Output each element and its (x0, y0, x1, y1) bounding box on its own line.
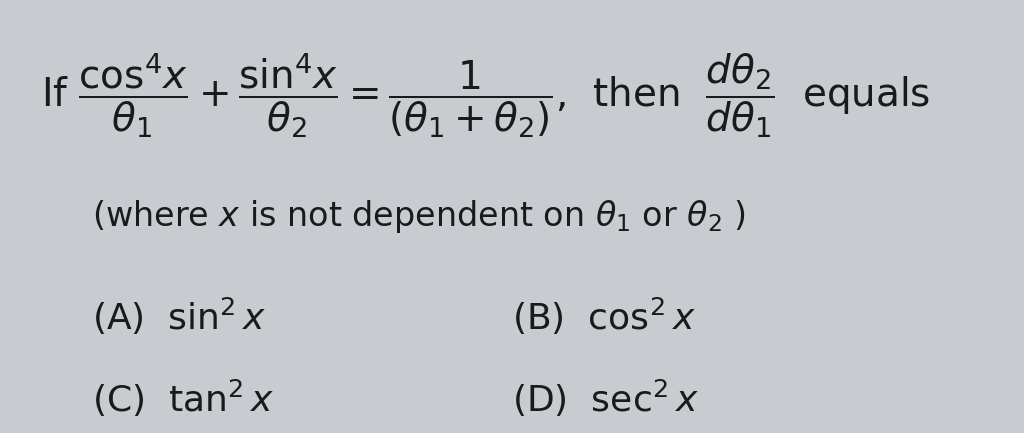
Text: (B)  $\cos^2 x$: (B) $\cos^2 x$ (512, 295, 695, 337)
Text: (C)  $\tan^2 x$: (C) $\tan^2 x$ (92, 378, 274, 419)
Text: (where $x$ is not dependent on $\theta_1$ or $\theta_2$ ): (where $x$ is not dependent on $\theta_1… (92, 198, 745, 235)
Text: (D)  $\sec^2 x$: (D) $\sec^2 x$ (512, 378, 698, 419)
Text: If $\dfrac{\cos^4\!x}{\theta_1} + \dfrac{\sin^4\!x}{\theta_2} = \dfrac{1}{(\thet: If $\dfrac{\cos^4\!x}{\theta_1} + \dfrac… (41, 51, 930, 139)
Text: (A)  $\sin^2 x$: (A) $\sin^2 x$ (92, 295, 267, 337)
